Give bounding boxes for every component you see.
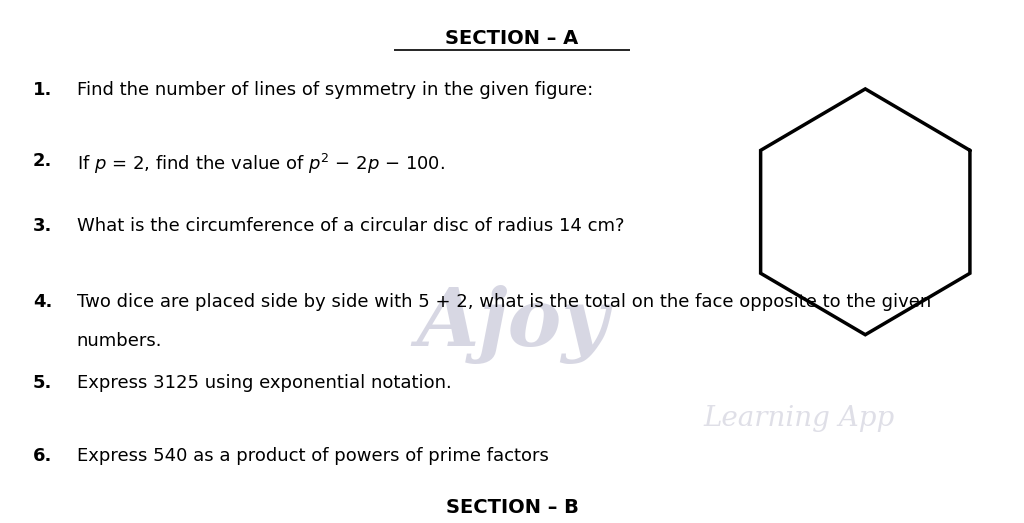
Text: 1.: 1.	[33, 81, 52, 99]
Text: Find the number of lines of symmetry in the given figure:: Find the number of lines of symmetry in …	[77, 81, 593, 99]
Text: SECTION – B: SECTION – B	[445, 498, 579, 517]
Text: Two dice are placed side by side with 5 + 2, what is the total on the face oppos: Two dice are placed side by side with 5 …	[77, 293, 931, 311]
Text: Learning App: Learning App	[703, 405, 894, 432]
Text: 2.: 2.	[33, 152, 52, 169]
Text: 5.: 5.	[33, 374, 52, 392]
Text: numbers.: numbers.	[77, 332, 162, 350]
Text: What is the circumference of a circular disc of radius 14 cm?: What is the circumference of a circular …	[77, 217, 625, 235]
Text: 6.: 6.	[33, 447, 52, 465]
Text: 3.: 3.	[33, 217, 52, 235]
Text: 4.: 4.	[33, 293, 52, 311]
Text: Ajoy: Ajoy	[416, 285, 608, 364]
Text: SECTION – A: SECTION – A	[445, 29, 579, 48]
Text: Express 540 as a product of powers of prime factors: Express 540 as a product of powers of pr…	[77, 447, 549, 465]
Text: If $p$ = 2, find the value of $p^{2}$ $-$ 2$p$ $-$ 100.: If $p$ = 2, find the value of $p^{2}$ $-…	[77, 152, 444, 176]
Text: Express 3125 using exponential notation.: Express 3125 using exponential notation.	[77, 374, 452, 392]
